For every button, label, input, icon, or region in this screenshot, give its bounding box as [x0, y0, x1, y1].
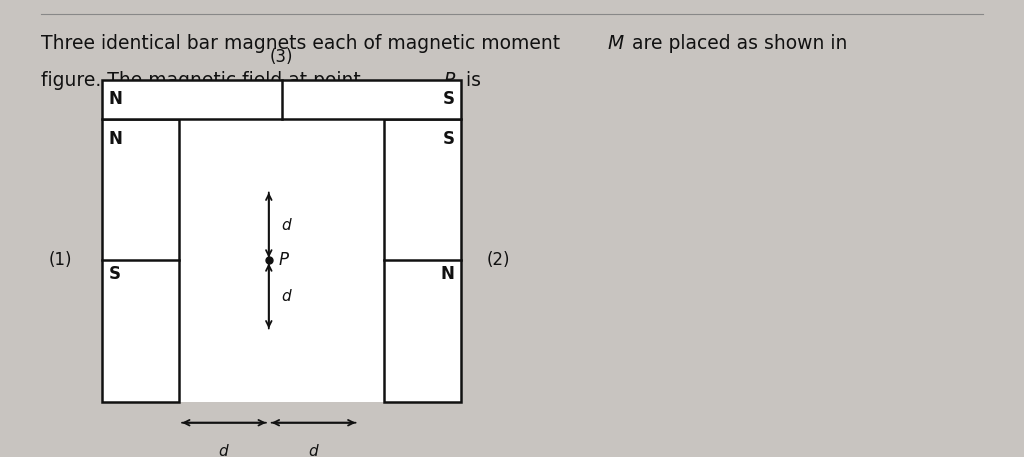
Text: (1): (1) — [48, 251, 72, 270]
Text: N: N — [109, 90, 123, 108]
Text: are placed as shown in: are placed as shown in — [626, 34, 847, 53]
Text: N: N — [109, 130, 123, 148]
Text: Three identical bar magnets each of magnetic moment: Three identical bar magnets each of magn… — [41, 34, 566, 53]
Text: N: N — [440, 265, 455, 283]
Bar — [102, 119, 179, 402]
Text: $P$: $P$ — [279, 251, 290, 270]
Text: $M$: $M$ — [607, 34, 625, 53]
Text: $d$: $d$ — [281, 288, 293, 304]
Text: $d$: $d$ — [281, 217, 293, 233]
Text: $d$: $d$ — [308, 443, 319, 457]
Bar — [384, 119, 461, 402]
Text: S: S — [109, 265, 121, 283]
Bar — [179, 119, 384, 402]
Text: $d$: $d$ — [218, 443, 229, 457]
Text: is: is — [460, 71, 481, 90]
Text: $P$: $P$ — [443, 71, 457, 90]
Text: (2): (2) — [486, 251, 510, 270]
Text: (3): (3) — [270, 48, 293, 66]
Bar — [102, 80, 461, 119]
Text: S: S — [442, 130, 455, 148]
Text: S: S — [442, 90, 455, 108]
Text: figure. The magnetic field at point: figure. The magnetic field at point — [41, 71, 367, 90]
